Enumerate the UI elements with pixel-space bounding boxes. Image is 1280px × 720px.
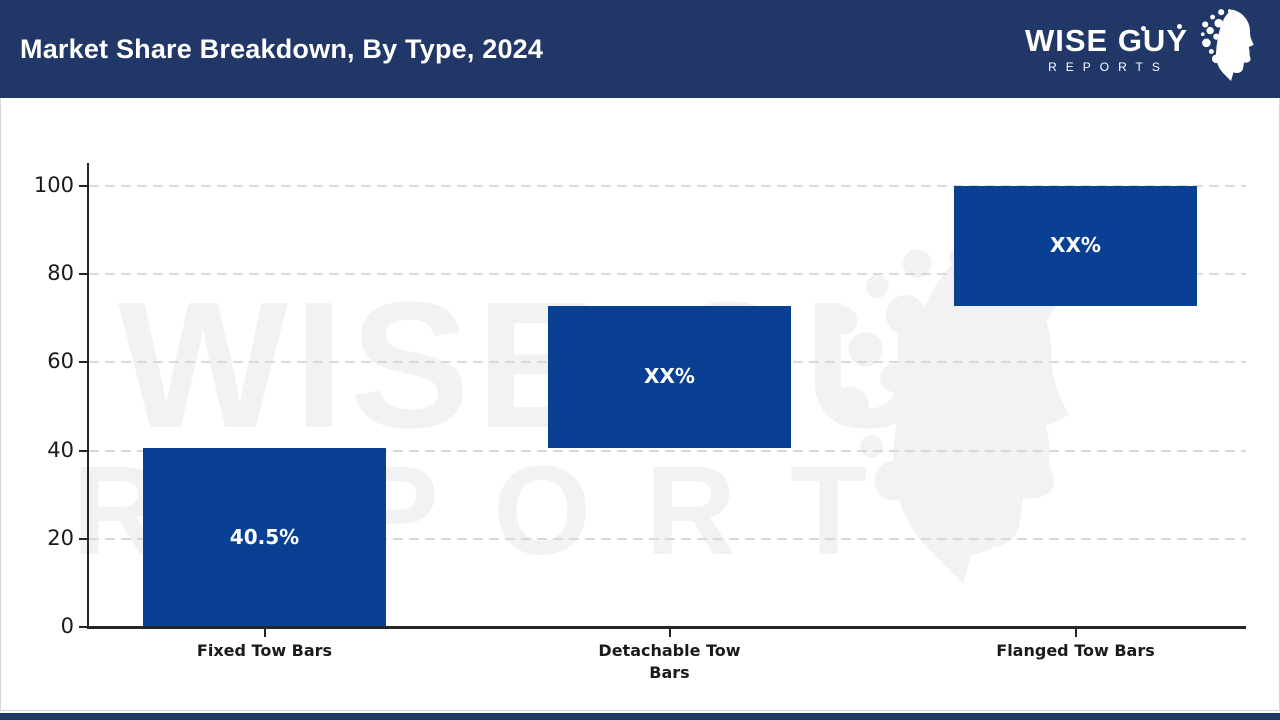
- y-tick-mark: [79, 273, 88, 276]
- y-tick-label: 80: [47, 261, 74, 286]
- y-tick-mark: [79, 361, 88, 364]
- y-tick-label: 40: [47, 437, 74, 462]
- logo-sub: REPORTS: [1048, 59, 1169, 74]
- gridline-y-40: [89, 449, 1246, 452]
- gridline-y-100: [89, 185, 1246, 187]
- bar-segment: [143, 448, 386, 627]
- bottom-accent-bar: [0, 713, 1280, 720]
- page-title: Market Share Breakdown, By Type, 2024: [20, 33, 544, 64]
- logo-text: WISE GUY REPORTS: [1024, 23, 1188, 74]
- y-tick-mark: [79, 449, 88, 452]
- gridline-y-20: [89, 537, 1246, 540]
- y-tick-label: 100: [33, 173, 74, 197]
- x-tick-mark: [668, 629, 671, 637]
- bar-value-label: 40.5%: [229, 524, 300, 549]
- y-tick-label: 0: [60, 614, 74, 638]
- bar-segment: [954, 186, 1197, 306]
- x-tick-mark: [1074, 629, 1077, 637]
- gridline-y-80: [89, 273, 1246, 276]
- x-tick-mark: [263, 629, 266, 637]
- x-category-label: Flanged Tow Bars: [996, 641, 1155, 660]
- bar-value-label: XX%: [644, 364, 695, 389]
- bar-segment: [548, 305, 791, 449]
- wise-guy-reports-logo: WISE GUY REPORTS: [1025, 6, 1270, 92]
- x-category-label: Fixed Tow Bars: [196, 641, 333, 660]
- header: Market Share Breakdown, By Type, 2024 WI…: [0, 0, 1280, 98]
- logo-dot-icon: [1177, 24, 1182, 30]
- y-tick-mark: [79, 185, 88, 187]
- x-axis-line: [87, 626, 1246, 629]
- logo-name: WISE GUY: [1024, 23, 1188, 59]
- y-tick-mark: [79, 626, 88, 628]
- y-tick-mark: [79, 537, 88, 540]
- logo-head-icon: [1200, 9, 1254, 81]
- x-category-label: Detachable Tow Bars: [598, 641, 741, 682]
- logo-dot-icon: [1141, 26, 1146, 32]
- y-axis-line: [87, 163, 89, 628]
- bar-value-label: XX%: [1050, 232, 1101, 257]
- y-tick-label: 20: [47, 525, 74, 550]
- y-tick-label: 60: [47, 349, 74, 374]
